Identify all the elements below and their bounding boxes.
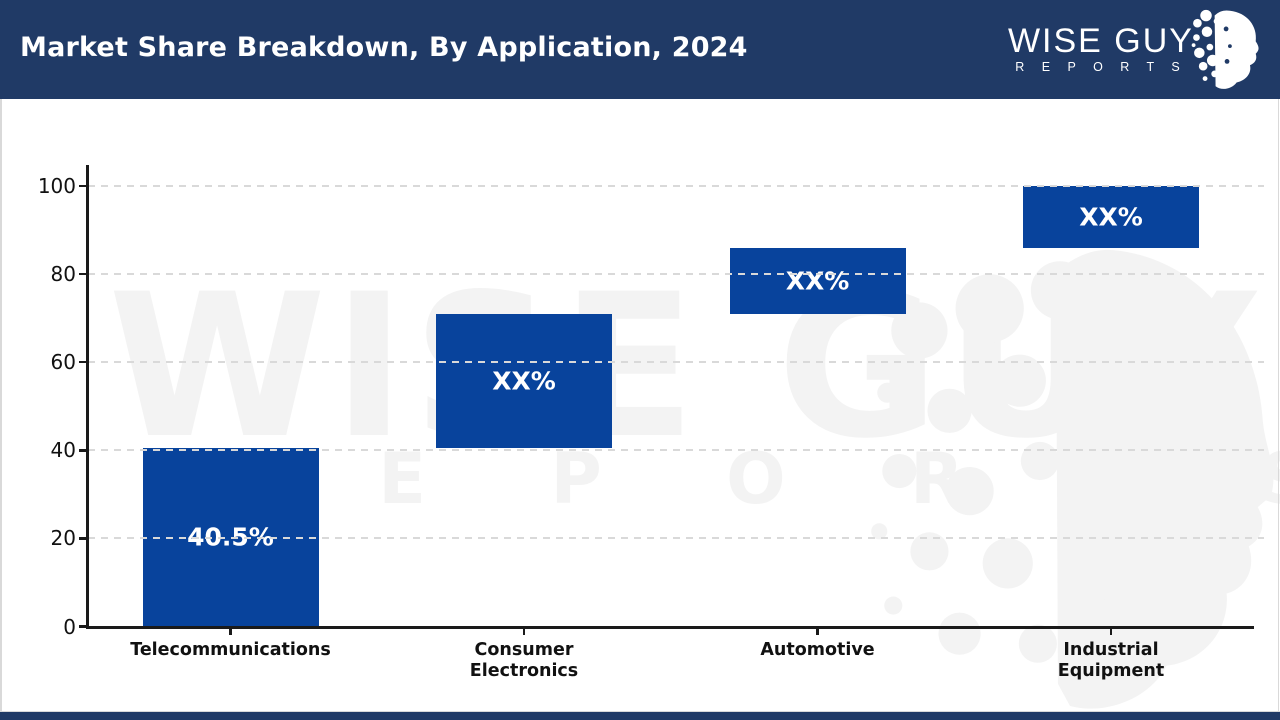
gridline-20 [88,537,1264,540]
brand-logo: WISE GUY R E P O R T S [1008,6,1270,92]
x-tick-consumer-electronics [522,628,526,635]
bar-value-label-telecommunications: 40.5% [187,522,274,552]
y-tick-20 [79,537,87,540]
y-tick-0 [79,625,87,628]
x-tick-automotive [816,628,819,635]
y-tick-label-80: 80 [50,262,76,287]
x-axis-label-telecommunications: Telecommunications [130,640,331,660]
y-tick-40 [79,449,87,452]
gridline-100 [88,185,1264,187]
y-tick-label-0: 0 [63,614,76,639]
gridline-60 [88,361,1264,364]
y-tick-label-60: 60 [50,350,76,375]
content-border-right [1277,99,1279,711]
y-tick-label-100: 100 [37,174,76,198]
bar-automotive: XX% [729,247,906,314]
brand-logo-text: WISE GUY R E P O R T S [1007,21,1194,75]
brand-head-icon [1191,9,1259,89]
content-border-bottom [0,711,1280,713]
y-axis-line [86,165,89,628]
brand-name: WISE GUY [1007,21,1194,60]
bar-value-label-automotive: XX% [785,266,850,296]
bar-value-label-industrial-equipment: XX% [1079,202,1143,232]
content-border-left [0,99,2,711]
y-tick-100 [79,184,87,188]
bar-consumer-electronics: XX% [436,313,612,449]
brand-subtitle: R E P O R T S [1015,60,1187,75]
gridline-40 [88,449,1264,452]
page-title: Market Share Breakdown, By Application, … [20,32,748,63]
y-tick-80 [79,272,87,276]
y-tick-60 [79,360,87,364]
x-tick-telecommunications [229,628,232,635]
footer-bar [0,712,1280,720]
watermark-head-logo-icon [871,249,1274,709]
x-axis-label-industrial-equipment: Industrial Equipment [1057,640,1165,682]
x-axis-label-automotive: Automotive [760,640,875,660]
bar-telecommunications: 40.5% [142,448,319,627]
bar-value-label-consumer-electronics: XX% [492,366,556,396]
bar-industrial-equipment: XX% [1023,186,1199,248]
x-axis-label-consumer-electronics: Consumer Electronics [469,640,579,682]
gridline-80 [88,273,1264,276]
x-tick-industrial-equipment [1109,628,1113,635]
header-bar: Market Share Breakdown, By Application, … [0,0,1280,99]
y-tick-label-40: 40 [50,438,76,463]
x-axis-line [86,626,1254,629]
y-tick-label-20: 20 [50,526,76,551]
